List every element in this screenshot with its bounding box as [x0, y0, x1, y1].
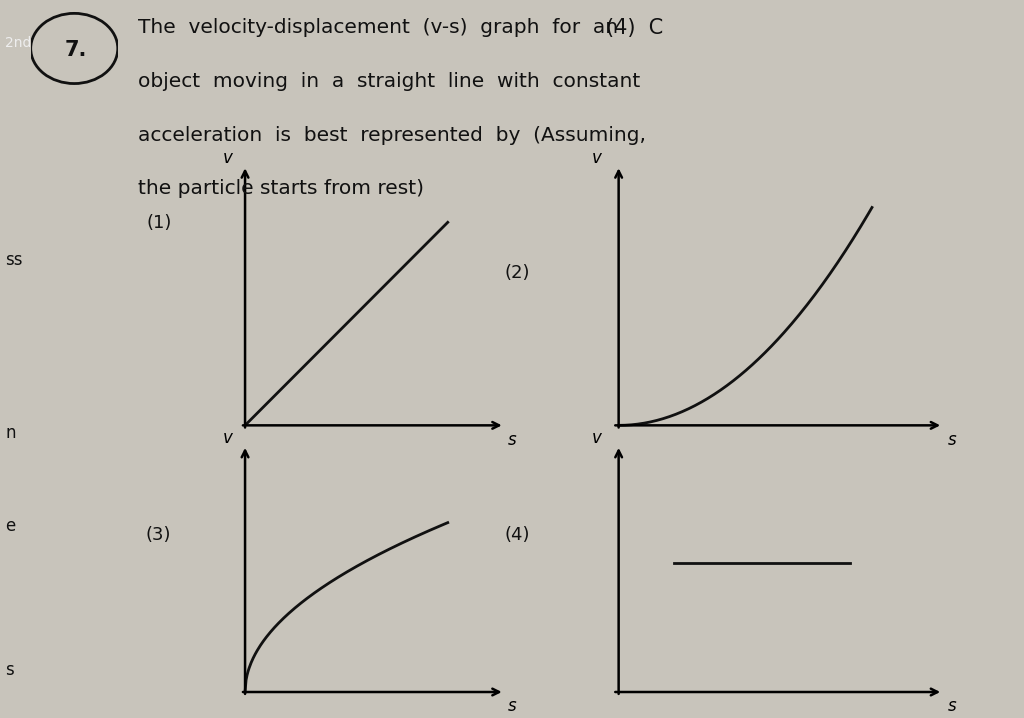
Text: v: v [592, 149, 602, 167]
Text: s: s [508, 432, 516, 449]
Text: s: s [948, 697, 956, 715]
Text: s: s [508, 697, 516, 715]
Text: (2): (2) [505, 264, 529, 282]
Text: s: s [5, 661, 14, 679]
Text: 7.: 7. [65, 40, 87, 60]
Text: (3): (3) [146, 526, 171, 544]
Text: the particle starts from rest): the particle starts from rest) [138, 180, 424, 198]
Text: v: v [223, 429, 232, 447]
Text: n: n [5, 424, 15, 442]
Text: object  moving  in  a  straight  line  with  constant: object moving in a straight line with co… [138, 72, 640, 90]
Text: acceleration  is  best  represented  by  (Assuming,: acceleration is best represented by (Ass… [138, 126, 646, 144]
Text: v: v [223, 149, 232, 167]
Text: The  velocity-displacement  (v-s)  graph  for  an: The velocity-displacement (v-s) graph fo… [138, 18, 618, 37]
Text: s: s [948, 432, 956, 449]
Text: 2nd: 2nd [5, 36, 32, 50]
Text: (4): (4) [505, 526, 529, 544]
Text: (4)  C: (4) C [606, 18, 664, 38]
Text: v: v [592, 429, 602, 447]
Text: e: e [5, 517, 15, 535]
Text: ss: ss [5, 251, 23, 269]
Text: (1): (1) [146, 213, 171, 232]
